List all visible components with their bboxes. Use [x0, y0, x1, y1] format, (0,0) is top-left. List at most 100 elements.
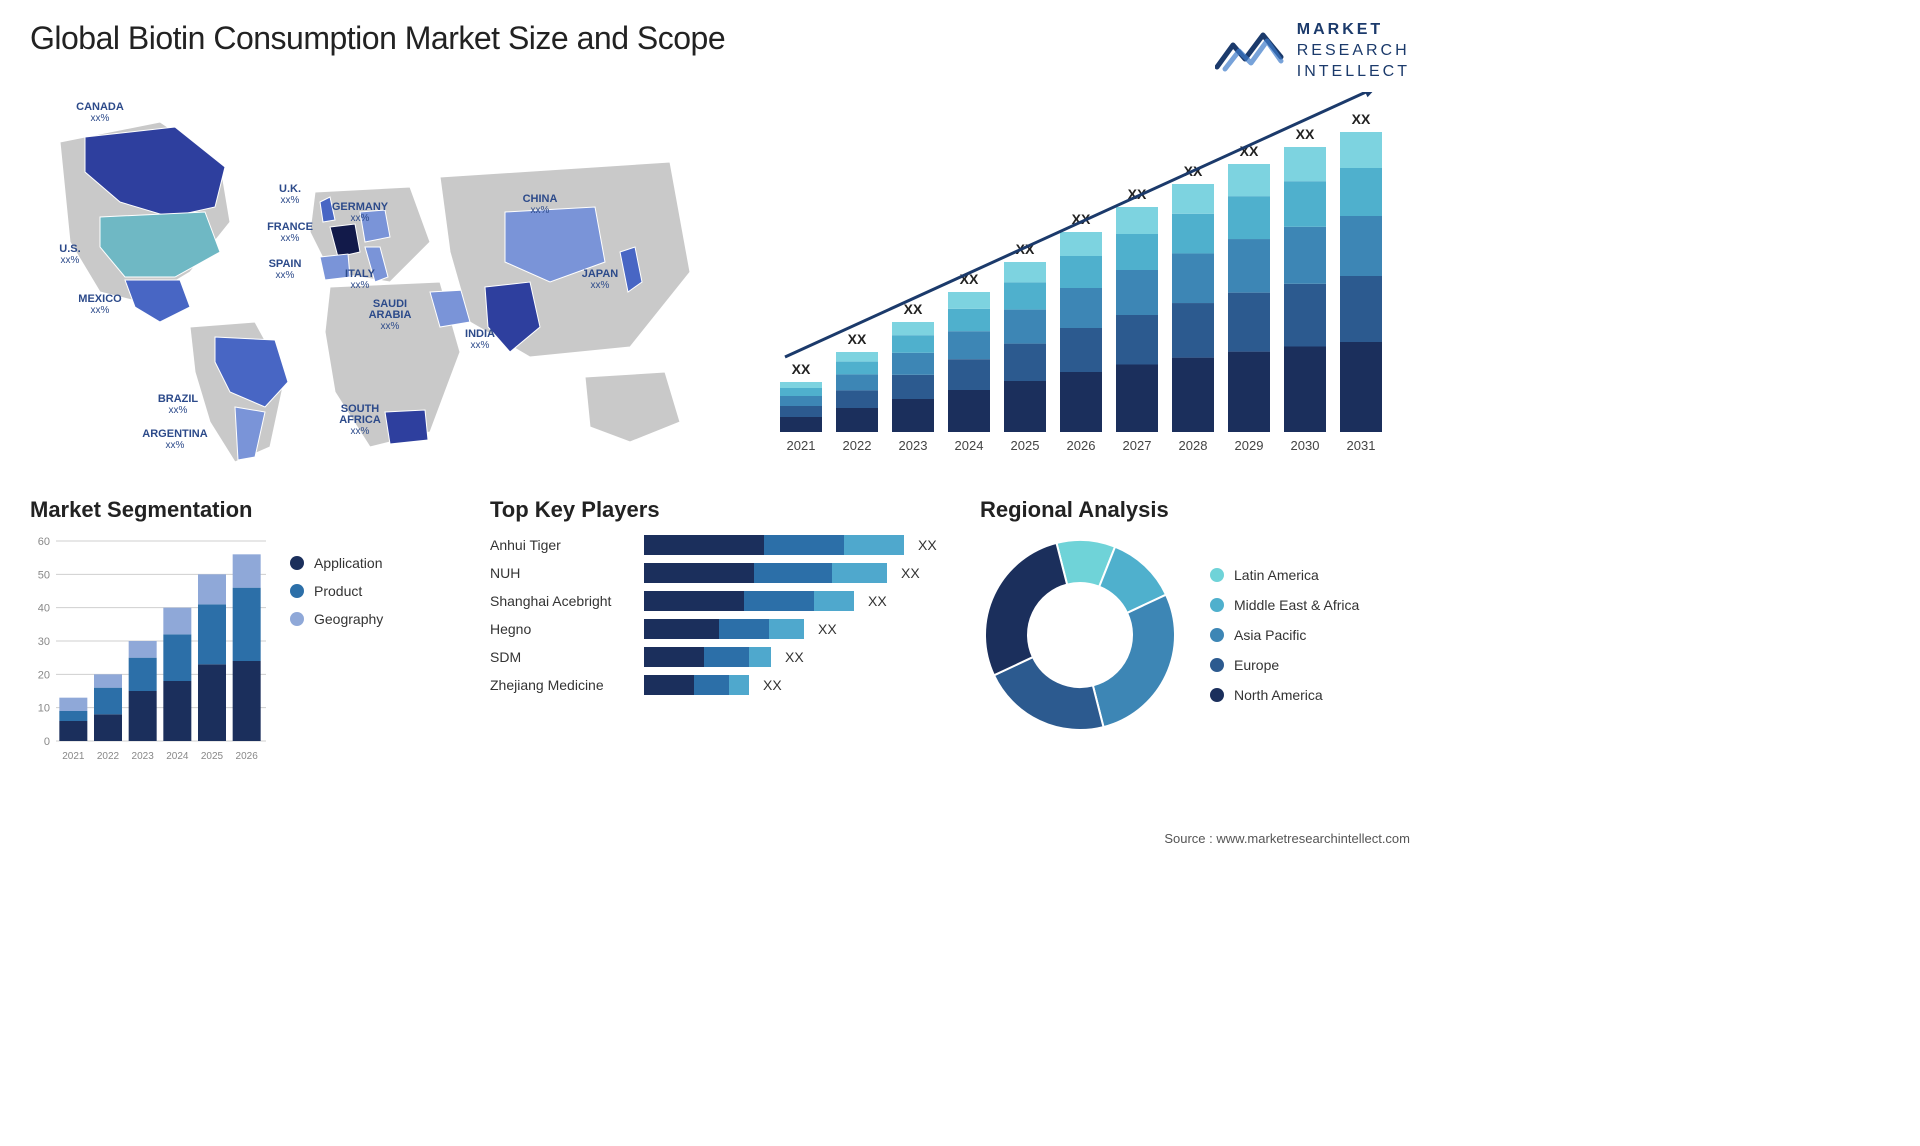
svg-text:xx%: xx%: [61, 255, 80, 266]
logo-text: MARKET RESEARCH INTELLECT: [1297, 20, 1410, 82]
legend-dot: [1210, 688, 1224, 702]
svg-text:XX: XX: [904, 301, 923, 317]
legend-label: North America: [1234, 687, 1323, 703]
svg-text:ARGENTINA: ARGENTINA: [142, 428, 207, 440]
player-name: Hegno: [490, 621, 630, 637]
legend-label: Europe: [1234, 657, 1279, 673]
legend-item: Asia Pacific: [1210, 627, 1359, 643]
logo: MARKET RESEARCH INTELLECT: [1215, 20, 1410, 82]
player-row: Zhejiang Medicine XX: [490, 675, 950, 695]
svg-text:xx%: xx%: [531, 205, 550, 216]
legend-dot: [1210, 658, 1224, 672]
player-row: NUHXX: [490, 563, 950, 583]
player-row: Shanghai Acebright XX: [490, 591, 950, 611]
legend-item: Product: [290, 583, 383, 599]
svg-text:GERMANY: GERMANY: [332, 201, 389, 213]
svg-text:2030: 2030: [1291, 438, 1320, 453]
svg-text:U.K.: U.K.: [279, 183, 301, 195]
svg-text:2026: 2026: [1067, 438, 1096, 453]
legend-item: Latin America: [1210, 567, 1359, 583]
logo-icon: [1215, 27, 1285, 75]
player-row: Anhui TigerXX: [490, 535, 950, 555]
svg-text:xx%: xx%: [91, 305, 110, 316]
svg-text:2023: 2023: [899, 438, 928, 453]
player-row: HegnoXX: [490, 619, 950, 639]
player-bar: [644, 619, 804, 639]
svg-text:2025: 2025: [1011, 438, 1040, 453]
legend-dot: [290, 612, 304, 626]
legend-label: Product: [314, 583, 362, 599]
svg-text:2021: 2021: [62, 751, 85, 762]
player-name: Shanghai Acebright: [490, 593, 630, 609]
svg-text:xx%: xx%: [276, 270, 295, 281]
svg-text:30: 30: [38, 636, 50, 648]
svg-text:2028: 2028: [1179, 438, 1208, 453]
svg-text:MEXICO: MEXICO: [78, 293, 122, 305]
svg-text:ARABIA: ARABIA: [369, 309, 412, 321]
legend-label: Latin America: [1234, 567, 1319, 583]
svg-text:xx%: xx%: [281, 195, 300, 206]
svg-text:xx%: xx%: [591, 280, 610, 291]
svg-text:xx%: xx%: [166, 440, 185, 451]
header: Global Biotin Consumption Market Size an…: [30, 20, 1410, 82]
player-name: Zhejiang Medicine: [490, 677, 630, 693]
svg-text:2026: 2026: [236, 751, 259, 762]
legend-label: Asia Pacific: [1234, 627, 1306, 643]
svg-text:2024: 2024: [166, 751, 189, 762]
svg-text:SPAIN: SPAIN: [269, 258, 302, 270]
players-panel: Top Key Players Anhui TigerXXNUHXXShangh…: [490, 497, 950, 777]
svg-text:0: 0: [44, 736, 50, 748]
legend-label: Middle East & Africa: [1234, 597, 1359, 613]
svg-text:xx%: xx%: [169, 405, 188, 416]
player-name: SDM: [490, 649, 630, 665]
player-value: XX: [868, 593, 887, 609]
legend-dot: [290, 584, 304, 598]
growth-bar-chart: XX2021XX2022XX2023XX2024XX2025XX2026XX20…: [770, 92, 1410, 472]
svg-text:XX: XX: [1296, 126, 1315, 142]
player-value: XX: [901, 565, 920, 581]
svg-text:2023: 2023: [132, 751, 155, 762]
svg-text:2022: 2022: [97, 751, 120, 762]
svg-text:CHINA: CHINA: [523, 193, 558, 205]
regional-donut: [980, 535, 1180, 735]
regional-panel: Regional Analysis Latin America Middle Ea…: [980, 497, 1410, 777]
svg-text:xx%: xx%: [471, 340, 490, 351]
svg-text:xx%: xx%: [351, 426, 370, 437]
segmentation-legend: ApplicationProductGeography: [290, 535, 383, 765]
svg-text:XX: XX: [1352, 111, 1371, 127]
segmentation-chart: 0102030405060202120222023202420252026: [30, 535, 270, 765]
svg-text:xx%: xx%: [381, 321, 400, 332]
regional-title: Regional Analysis: [980, 497, 1410, 523]
svg-text:10: 10: [38, 703, 50, 715]
svg-text:2031: 2031: [1347, 438, 1376, 453]
svg-text:ITALY: ITALY: [345, 268, 376, 280]
svg-text:U.S.: U.S.: [59, 243, 80, 255]
svg-text:50: 50: [38, 570, 50, 582]
world-map-panel: CANADAxx%U.S.xx%MEXICOxx%BRAZILxx%ARGENT…: [30, 92, 740, 472]
player-value: XX: [785, 649, 804, 665]
svg-text:60: 60: [38, 536, 50, 548]
player-bar: [644, 675, 749, 695]
svg-text:2022: 2022: [843, 438, 872, 453]
svg-text:2027: 2027: [1123, 438, 1152, 453]
segmentation-panel: Market Segmentation 01020304050602021202…: [30, 497, 460, 777]
legend-dot: [1210, 568, 1224, 582]
player-bar: [644, 563, 887, 583]
legend-item: Application: [290, 555, 383, 571]
legend-dot: [1210, 628, 1224, 642]
svg-text:FRANCE: FRANCE: [267, 221, 313, 233]
players-chart: Anhui TigerXX NUHXX Shanghai Acebright XX He…: [490, 535, 950, 695]
svg-text:AFRICA: AFRICA: [339, 414, 381, 426]
segmentation-title: Market Segmentation: [30, 497, 460, 523]
legend-dot: [1210, 598, 1224, 612]
svg-text:xx%: xx%: [281, 233, 300, 244]
legend-item: Middle East & Africa: [1210, 597, 1359, 613]
player-bar: [644, 535, 904, 555]
page-title: Global Biotin Consumption Market Size an…: [30, 20, 725, 57]
svg-text:2024: 2024: [955, 438, 984, 453]
svg-text:CANADA: CANADA: [76, 101, 124, 113]
svg-text:BRAZIL: BRAZIL: [158, 393, 199, 405]
player-value: XX: [763, 677, 782, 693]
player-value: XX: [918, 537, 937, 553]
svg-text:XX: XX: [792, 361, 811, 377]
